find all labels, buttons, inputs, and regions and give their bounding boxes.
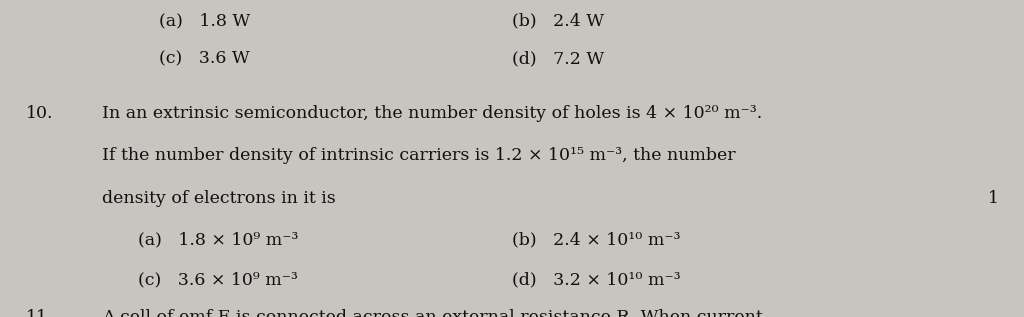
Text: (d)   3.2 × 10¹⁰ m⁻³: (d) 3.2 × 10¹⁰ m⁻³ bbox=[512, 271, 681, 288]
Text: In an extrinsic semiconductor, the number density of holes is 4 × 10²⁰ m⁻³.: In an extrinsic semiconductor, the numbe… bbox=[102, 105, 763, 122]
Text: (b)   2.4 W: (b) 2.4 W bbox=[512, 13, 604, 30]
Text: (a)   1.8 W: (a) 1.8 W bbox=[159, 13, 250, 30]
Text: (c)   3.6 × 10⁹ m⁻³: (c) 3.6 × 10⁹ m⁻³ bbox=[138, 271, 298, 288]
Text: density of electrons in it is: density of electrons in it is bbox=[102, 190, 336, 207]
Text: If the number density of intrinsic carriers is 1.2 × 10¹⁵ m⁻³, the number: If the number density of intrinsic carri… bbox=[102, 147, 736, 165]
Text: 1: 1 bbox=[988, 190, 999, 207]
Text: (c)   3.6 W: (c) 3.6 W bbox=[159, 51, 250, 68]
Text: (a)   1.8 × 10⁹ m⁻³: (a) 1.8 × 10⁹ m⁻³ bbox=[138, 231, 299, 249]
Text: 10.: 10. bbox=[26, 105, 53, 122]
Text: (b)   2.4 × 10¹⁰ m⁻³: (b) 2.4 × 10¹⁰ m⁻³ bbox=[512, 231, 681, 249]
Text: A cell of emf E is connected across an external resistance R. When current: A cell of emf E is connected across an e… bbox=[102, 309, 763, 317]
Text: (d)   7.2 W: (d) 7.2 W bbox=[512, 51, 604, 68]
Text: 11.: 11. bbox=[26, 309, 53, 317]
